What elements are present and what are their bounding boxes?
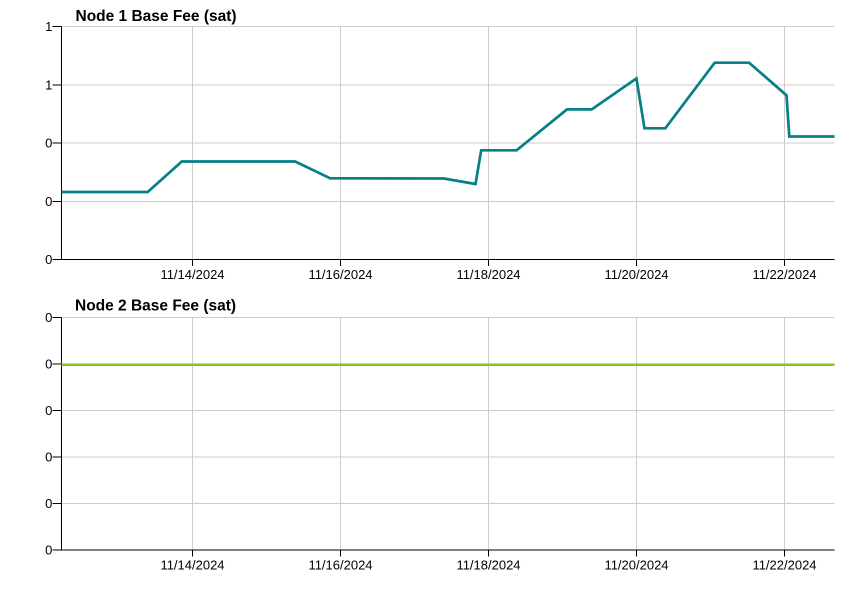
svg-text:0: 0	[45, 252, 52, 267]
svg-text:0: 0	[45, 194, 52, 209]
svg-text:1: 1	[45, 19, 52, 34]
svg-text:0: 0	[45, 543, 52, 558]
svg-text:11/18/2024: 11/18/2024	[456, 267, 520, 282]
svg-text:11/20/2024: 11/20/2024	[604, 267, 668, 282]
svg-text:0: 0	[45, 136, 52, 151]
svg-text:0: 0	[45, 310, 52, 325]
svg-text:11/22/2024: 11/22/2024	[752, 267, 816, 282]
svg-text:0: 0	[45, 496, 52, 511]
svg-text:1: 1	[45, 77, 52, 92]
svg-text:11/14/2024: 11/14/2024	[160, 558, 224, 573]
svg-text:0: 0	[45, 357, 52, 372]
svg-text:11/18/2024: 11/18/2024	[456, 558, 520, 573]
svg-text:11/14/2024: 11/14/2024	[160, 267, 224, 282]
svg-text:Node 2 Base Fee (sat): Node 2 Base Fee (sat)	[75, 297, 236, 314]
svg-text:Node 1 Base Fee (sat): Node 1 Base Fee (sat)	[76, 8, 237, 25]
svg-text:11/16/2024: 11/16/2024	[308, 267, 372, 282]
svg-text:11/20/2024: 11/20/2024	[604, 558, 668, 573]
svg-text:0: 0	[45, 450, 52, 465]
svg-text:11/16/2024: 11/16/2024	[308, 558, 372, 573]
svg-text:11/22/2024: 11/22/2024	[752, 558, 816, 573]
svg-text:0: 0	[45, 403, 52, 418]
